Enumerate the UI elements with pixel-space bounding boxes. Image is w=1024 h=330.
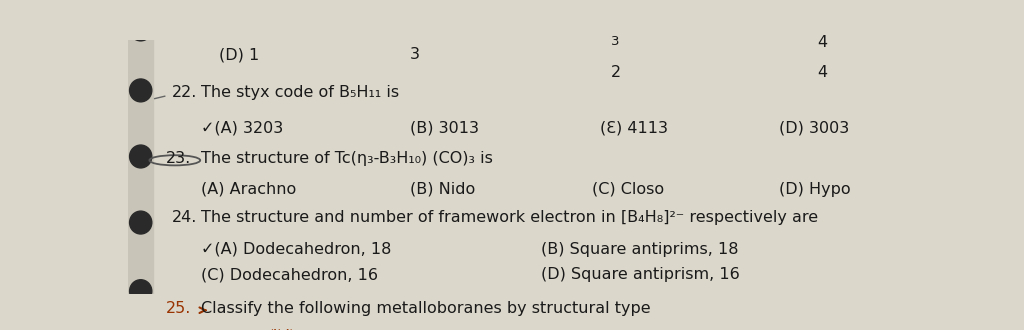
Text: (C) Dodecahedron, 16: (C) Dodecahedron, 16 bbox=[201, 267, 378, 282]
Ellipse shape bbox=[130, 18, 152, 41]
Text: 22.: 22. bbox=[172, 85, 197, 100]
Text: (N 4): (N 4) bbox=[269, 328, 294, 330]
Text: (Ɛ) 4113: (Ɛ) 4113 bbox=[600, 121, 669, 136]
Text: ✓(A) 3203: ✓(A) 3203 bbox=[201, 121, 284, 136]
Text: ✓(A) Dodecahedron, 18: ✓(A) Dodecahedron, 18 bbox=[201, 242, 391, 257]
Text: (B) Square antiprims, 18: (B) Square antiprims, 18 bbox=[541, 242, 738, 257]
Ellipse shape bbox=[130, 211, 152, 234]
Ellipse shape bbox=[130, 280, 152, 303]
Bar bbox=[128, 14, 154, 330]
Text: 2: 2 bbox=[610, 65, 621, 80]
Text: 25.: 25. bbox=[166, 301, 191, 316]
Text: 3: 3 bbox=[410, 47, 420, 62]
Text: 23.: 23. bbox=[166, 151, 191, 166]
Text: 24.: 24. bbox=[172, 210, 197, 225]
Text: 4: 4 bbox=[817, 65, 827, 80]
Text: 3: 3 bbox=[610, 35, 620, 48]
Text: (C) Closo: (C) Closo bbox=[592, 182, 665, 197]
Ellipse shape bbox=[130, 145, 152, 168]
Text: (B) Nido: (B) Nido bbox=[410, 182, 475, 197]
Ellipse shape bbox=[130, 79, 152, 102]
Text: (B) 3013: (B) 3013 bbox=[410, 121, 479, 136]
Text: 4: 4 bbox=[817, 35, 827, 50]
Text: (D) 1: (D) 1 bbox=[219, 47, 259, 62]
Text: The structure of Tc(η₃-B₃H₁₀) (CO)₃ is: The structure of Tc(η₃-B₃H₁₀) (CO)₃ is bbox=[201, 151, 493, 166]
Text: Classify the following metalloboranes by structural type: Classify the following metalloboranes by… bbox=[201, 301, 650, 316]
Text: (D) Square antiprism, 16: (D) Square antiprism, 16 bbox=[541, 267, 739, 282]
Text: The structure and number of framework electron in [B₄H₈]²⁻ respectively are: The structure and number of framework el… bbox=[201, 210, 818, 225]
Text: The styx code of B₅H₁₁ is: The styx code of B₅H₁₁ is bbox=[201, 85, 399, 100]
Text: (D) Hypo: (D) Hypo bbox=[778, 182, 850, 197]
Text: (D) 3003: (D) 3003 bbox=[778, 121, 849, 136]
Text: (A) Arachno: (A) Arachno bbox=[201, 182, 296, 197]
